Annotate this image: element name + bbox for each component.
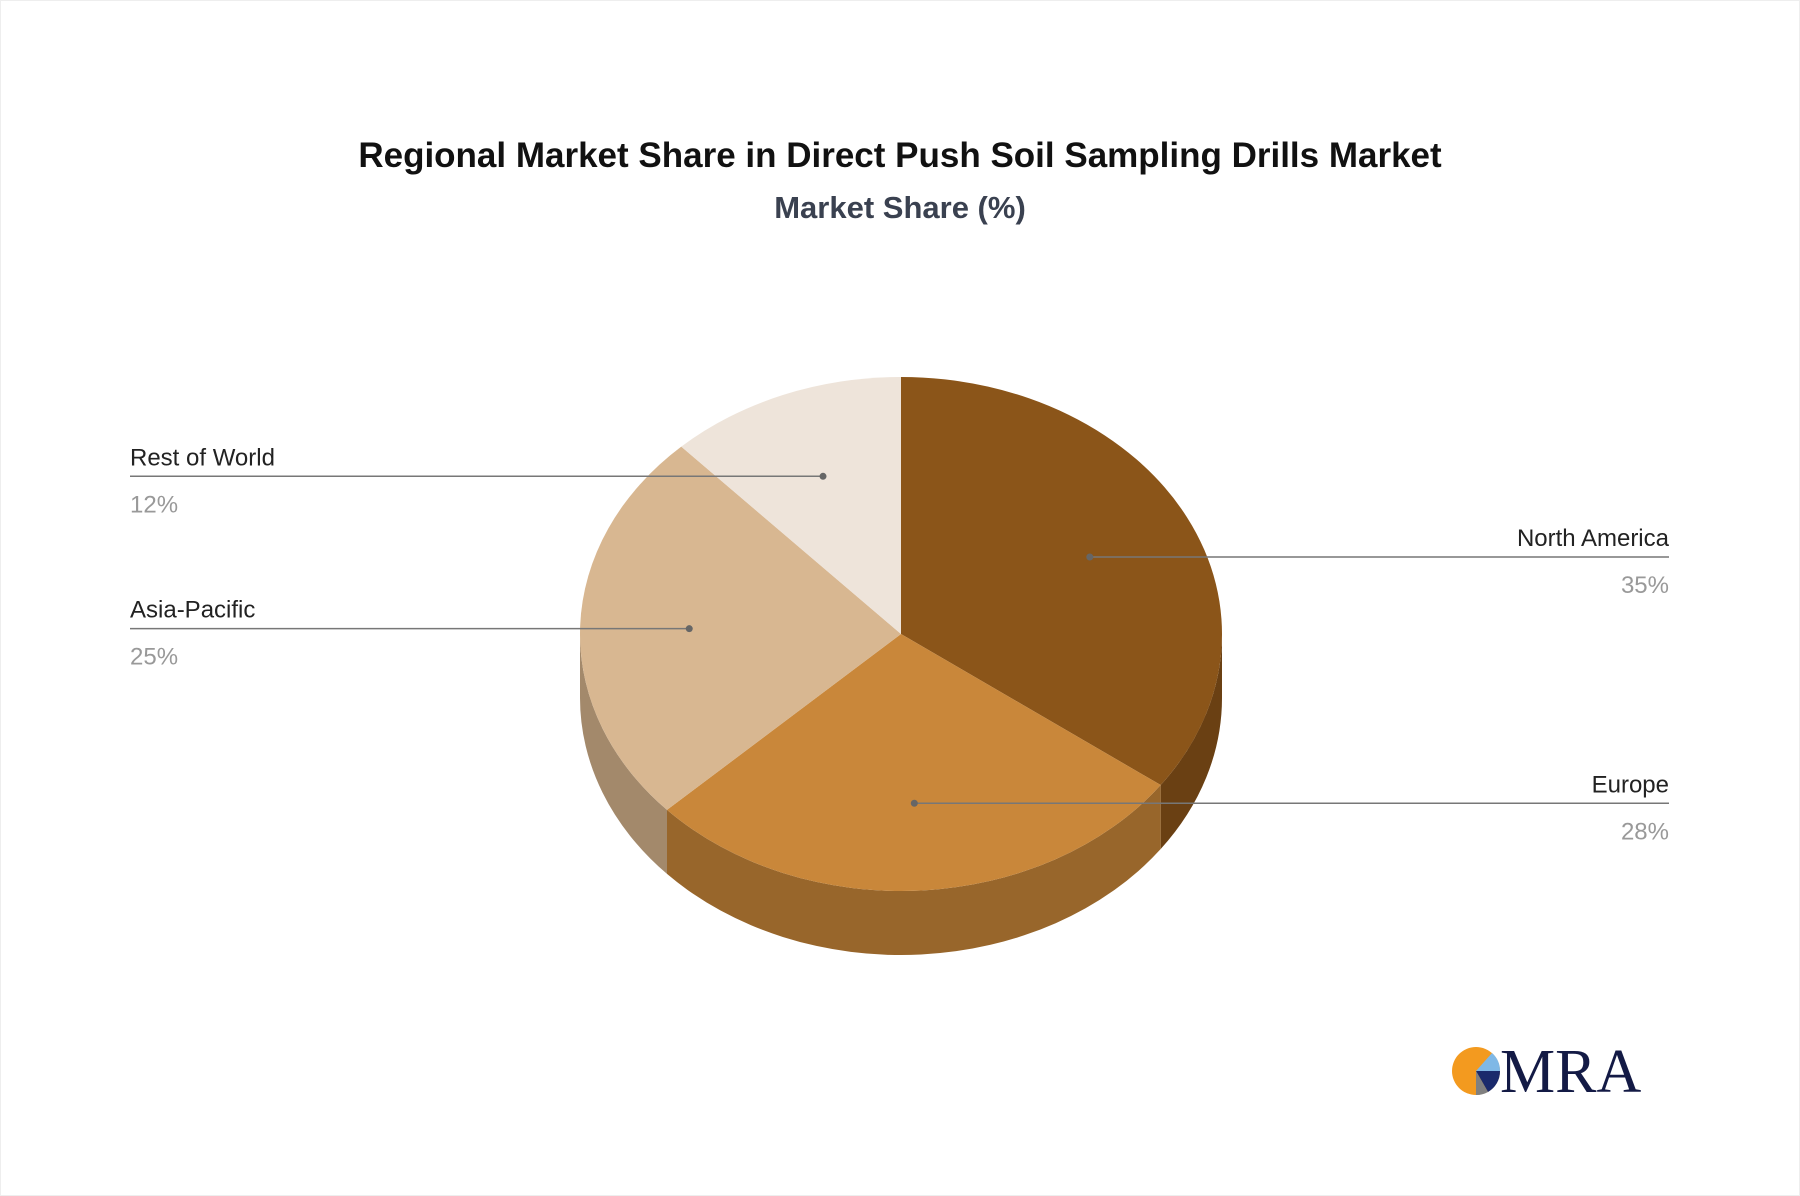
slice-label-europe: Europe <box>1592 771 1669 798</box>
leader-dot-europe <box>910 799 918 807</box>
chart-subtitle: Market Share (%) <box>774 190 1026 225</box>
logo-text: MRA <box>1500 1038 1641 1106</box>
pie-slice-rest-of-world[interactable] <box>681 377 901 634</box>
slice-value-europe: 28% <box>1621 818 1669 845</box>
pie-slice-north-america[interactable] <box>901 377 1222 786</box>
slice-label-north-america: North America <box>1517 525 1670 552</box>
slice-value-asia-pacific: 25% <box>130 644 178 671</box>
pie-side-asia-pacific <box>580 634 668 874</box>
pie-side-europe <box>667 785 1161 955</box>
chart-title: Regional Market Share in Direct Push Soi… <box>358 136 1442 175</box>
slice-label-asia-pacific: Asia-Pacific <box>130 597 255 624</box>
pie-slice-asia-pacific[interactable] <box>580 446 901 810</box>
leader-dot-north-america <box>1086 553 1094 561</box>
pie-slice-europe[interactable] <box>667 634 1161 891</box>
leader-dot-rest-of-world <box>819 472 827 480</box>
pie-side-north-america <box>1160 634 1222 850</box>
logo-pie-icon <box>1452 1047 1501 1096</box>
slice-value-north-america: 35% <box>1621 572 1669 599</box>
leader-dot-asia-pacific <box>685 625 693 633</box>
slice-label-rest-of-world: Rest of World <box>130 444 275 471</box>
slice-value-rest-of-world: 12% <box>130 491 178 518</box>
